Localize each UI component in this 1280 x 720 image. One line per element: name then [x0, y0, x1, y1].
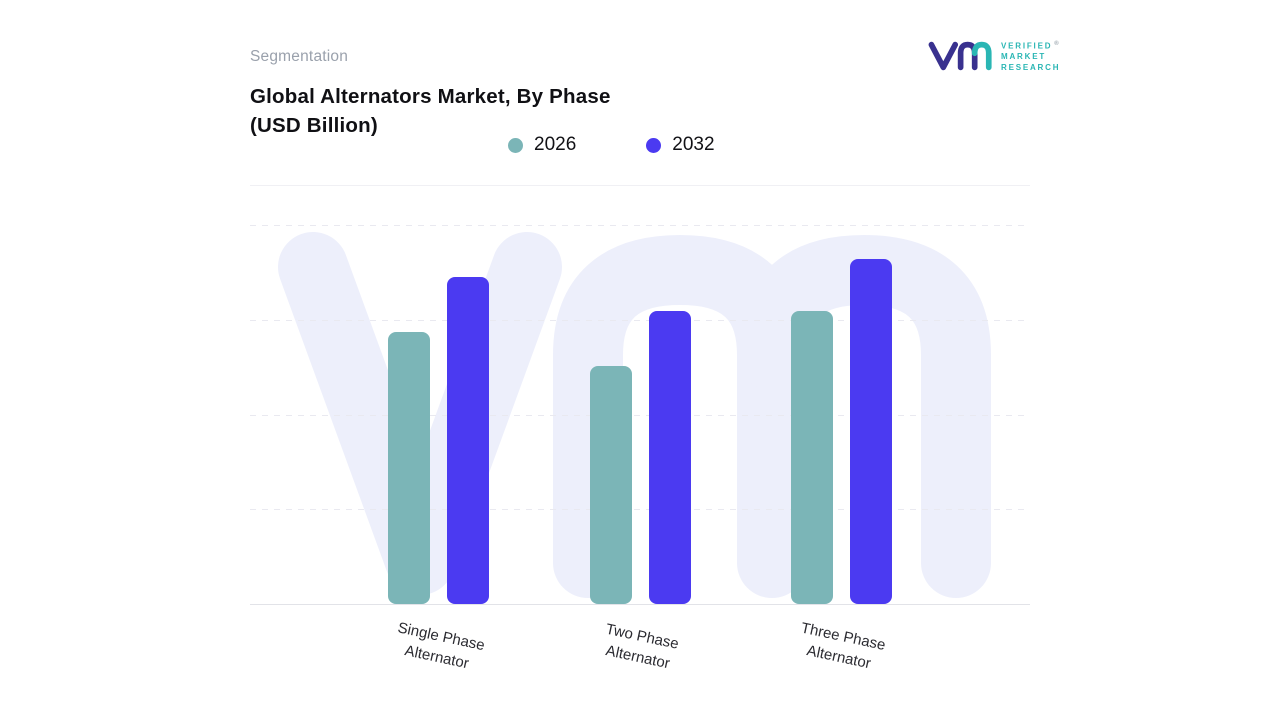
bar-2032-single-phase-alternator — [447, 276, 490, 604]
x-axis-baseline — [250, 604, 1030, 605]
registered-trademark: ® — [1054, 40, 1059, 47]
legend-dot-2026 — [508, 137, 523, 153]
legend-item-2026: 2026 — [508, 134, 576, 156]
gridline — [250, 225, 1030, 226]
vmr-logo-line1: VERIFIED ® — [1001, 40, 1059, 51]
segmentation-label: Segmentation — [250, 48, 349, 65]
plot-area — [250, 225, 1030, 605]
gridline — [250, 414, 1030, 416]
legend-item-2032: 2032 — [646, 134, 715, 156]
gridline — [250, 319, 1030, 321]
gridline — [250, 509, 1030, 511]
vmr-logo-text: VERIFIED ® MARKET RESEARCH — [1001, 39, 1060, 73]
bar-2026-two-phase-alternator — [589, 366, 632, 604]
bar-2026-three-phase-alternator — [790, 311, 833, 604]
legend-label-2026: 2026 — [534, 134, 577, 155]
vmr-logo-line2: MARKET — [1001, 52, 1047, 62]
x-axis-label-two-phase-alternator: Two Phase Alternator — [604, 620, 681, 673]
chart-title: Global Alternators Market, By Phase (USD… — [250, 82, 611, 140]
chart-title-line2: (USD Billion) — [250, 114, 378, 137]
chart-legend: 2026 2032 — [508, 134, 715, 156]
vmr-logo-line3: RESEARCH — [1001, 62, 1061, 72]
x-axis-labels: Single Phase Alternator Two Phase Alterna… — [250, 604, 1030, 694]
logo-v-stroke — [928, 41, 959, 71]
bar-2032-two-phase-alternator — [648, 311, 691, 604]
legend-dot-2032 — [646, 137, 662, 153]
vmr-logo: VERIFIED ® MARKET RESEARCH — [926, 36, 1060, 76]
bar-2032-three-phase-alternator — [849, 259, 892, 604]
x-axis-label-three-phase-alternator: Three Phase Alternator — [799, 619, 888, 673]
bar-2026-single-phase-alternator — [388, 331, 431, 604]
legend-label-2032: 2032 — [672, 134, 715, 155]
header-divider — [250, 185, 1030, 186]
logo-m-accent-stroke — [971, 41, 992, 71]
chart-title-line1: Global Alternators Market, By Phase — [250, 85, 611, 108]
x-axis-label-single-phase-alternator: Single Phase Alternator — [395, 619, 486, 673]
vmr-logo-glyph — [928, 41, 992, 71]
